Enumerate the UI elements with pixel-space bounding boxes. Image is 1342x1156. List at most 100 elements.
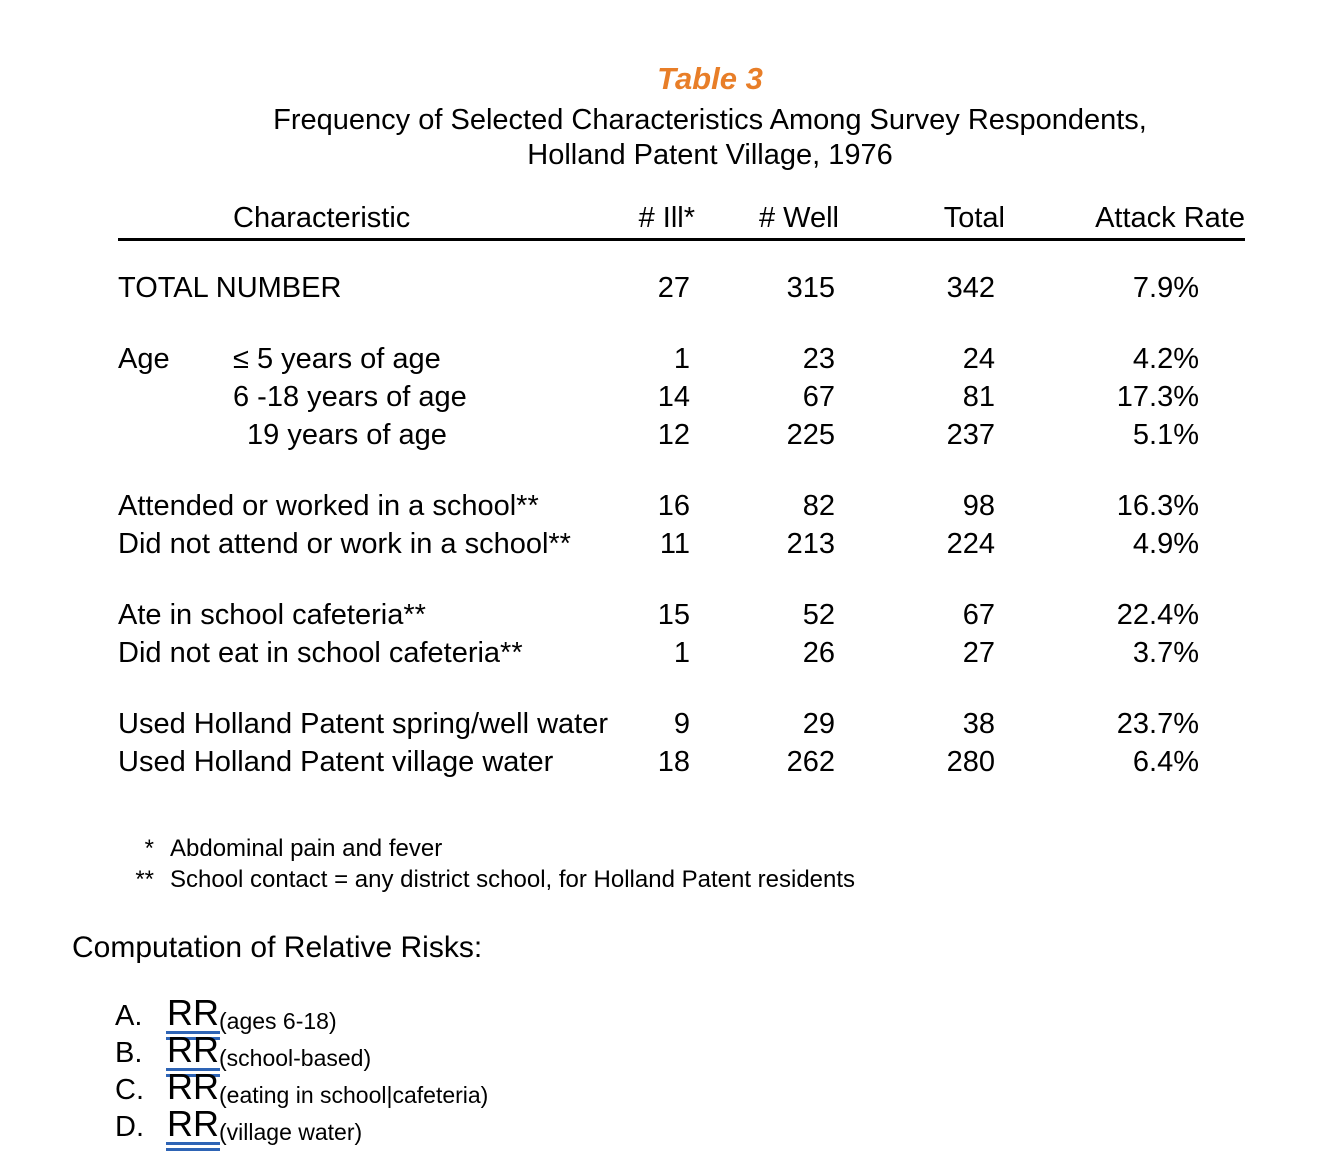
rr-subscript: (village water) [219,1119,363,1145]
frequency-table: Characteristic # Ill* # Well Total Attac… [118,203,1245,781]
col-header-characteristic-label: Characteristic [233,202,411,234]
cell-attack-rate: 6.4% [1132,746,1199,778]
table-row-spring-well-water: Used Holland Patent spring/well water 9 … [118,705,1245,743]
table-row-school-attended: Attended or worked in a school** 16 82 9… [118,487,1245,525]
table-row-age-under5: Age ≤ 5 years of age 1 23 24 4.2% [118,340,1245,378]
cell-well: 29 [802,708,835,740]
cell-total: 67 [962,599,995,631]
row-label: Used Holland Patent village water [118,746,554,778]
footnote-mark: ** [135,866,154,893]
table-title: Table 3 [657,61,763,96]
row-label: 19 years of age [247,419,447,451]
table-subtitle-line1: Frequency of Selected Characteristics Am… [273,104,1147,136]
cell-ill: 1 [673,343,690,375]
table-header-row: Characteristic # Ill* # Well Total Attac… [118,203,1245,233]
cell-well: 26 [802,637,835,669]
computation-section: Computation of Relative Risks: A. RR (ag… [72,931,1342,1151]
doc-header: Table 3 Frequency of Selected Characteri… [150,0,1270,173]
row-label-cell: Used Holland Patent spring/well water [118,705,630,743]
row-label: Attended or worked in a school** [118,490,539,522]
table-row-school-not-attended: Did not attend or work in a school** 11 … [118,525,1245,563]
rr-subscript: (eating in school|cafeteria) [219,1082,489,1108]
col-header-attack-rate: Attack Rate [1095,202,1245,234]
table-row-cafeteria-not-ate: Did not eat in school cafeteria** 1 26 2… [118,634,1245,672]
cell-total: 27 [962,637,995,669]
col-header-total: Total [943,202,1005,234]
cell-attack-rate: 4.2% [1132,343,1199,375]
table-row-village-water: Used Holland Patent village water 18 262… [118,743,1245,781]
cell-well: 213 [786,528,835,560]
cell-ill: 27 [657,272,690,304]
row-label-cell: Used Holland Patent village water [118,743,630,781]
row-group-prefix: Age [118,343,170,375]
cell-total: 342 [946,272,995,304]
cell-ill: 9 [673,708,690,740]
table-row-age-19: 19 years of age 12 225 237 5.1% [118,416,1245,454]
cell-attack-rate: 17.3% [1116,381,1199,413]
item-letter: C. [115,1074,144,1106]
table-row-total: TOTAL NUMBER 27 315 342 7.9% [118,269,1245,307]
computation-heading: Computation of Relative Risks: [72,931,483,964]
cell-well: 225 [786,419,835,451]
table-row-cafeteria-ate: Ate in school cafeteria** 15 52 67 22.4% [118,596,1245,634]
cell-ill: 14 [657,381,690,413]
cell-attack-rate: 22.4% [1116,599,1199,631]
computation-item-b: B. RR (school-based) [115,1029,1342,1077]
row-label: TOTAL NUMBER [118,272,342,304]
cell-ill: 18 [657,746,690,778]
rr-subscript: (school-based) [219,1045,372,1071]
cell-total: 280 [946,746,995,778]
cell-ill: 1 [673,637,690,669]
cell-attack-rate: 7.9% [1132,272,1199,304]
row-label-cell: Age ≤ 5 years of age [118,340,630,378]
rr-symbol: RR [166,1103,220,1151]
cell-total: 98 [962,490,995,522]
computation-item-c: C. RR (eating in school|cafeteria) [115,1069,1342,1109]
row-label-cell: Ate in school cafeteria** [118,596,630,634]
cell-well: 67 [802,381,835,413]
row-label: ≤ 5 years of age [233,343,441,375]
item-letter: A. [115,1000,143,1032]
row-label: Used Holland Patent spring/well water [118,708,609,740]
cell-attack-rate: 16.3% [1116,490,1199,522]
cell-total: 24 [962,343,995,375]
cell-total: 224 [946,528,995,560]
cell-ill: 16 [657,490,690,522]
row-label: Ate in school cafeteria** [118,599,426,631]
rr-symbol: RR [166,992,220,1040]
cell-well: 23 [802,343,835,375]
cell-ill: 12 [657,419,690,451]
footnote-ill-definition: * Abdominal pain and fever [118,833,1342,864]
item-letter: D. [115,1111,144,1143]
rr-subscript: (ages 6-18) [219,1008,337,1034]
row-label: Did not attend or work in a school** [118,528,571,560]
rr-symbol: RR [166,1029,220,1077]
footnote-text: Abdominal pain and fever [170,835,443,862]
footnote-mark: * [144,835,154,862]
row-label-cell: 19 years of age [118,416,630,454]
row-label-cell: Attended or worked in a school** [118,487,630,525]
footnote-school-contact: ** School contact = any district school,… [118,864,1342,895]
cell-attack-rate: 4.9% [1132,528,1199,560]
cell-total: 237 [946,419,995,451]
item-letter: B. [115,1037,143,1069]
row-label-cell: TOTAL NUMBER [118,269,630,307]
row-label-cell: 6 -18 years of age [118,378,630,416]
computation-item-d: D. RR (village water) [115,1103,1342,1151]
computation-item-a: A. RR (ages 6-18) [115,992,1342,1040]
cell-well: 52 [802,599,835,631]
cell-well: 315 [786,272,835,304]
cell-well: 262 [786,746,835,778]
cell-total: 38 [962,708,995,740]
col-header-well: # Well [758,202,839,234]
cell-ill: 11 [659,528,690,560]
cell-ill: 15 [657,599,690,631]
col-header-ill: # Ill* [638,202,695,234]
table-row-age-6-18: 6 -18 years of age 14 67 81 17.3% [118,378,1245,416]
row-label: 6 -18 years of age [233,381,467,413]
computation-items: A. RR (ages 6-18) B. RR (school-based) C… [115,992,1342,1151]
col-header-characteristic: Characteristic [118,203,630,233]
footnotes: * Abdominal pain and fever ** School con… [118,833,1342,895]
cell-attack-rate: 5.1% [1132,419,1199,451]
